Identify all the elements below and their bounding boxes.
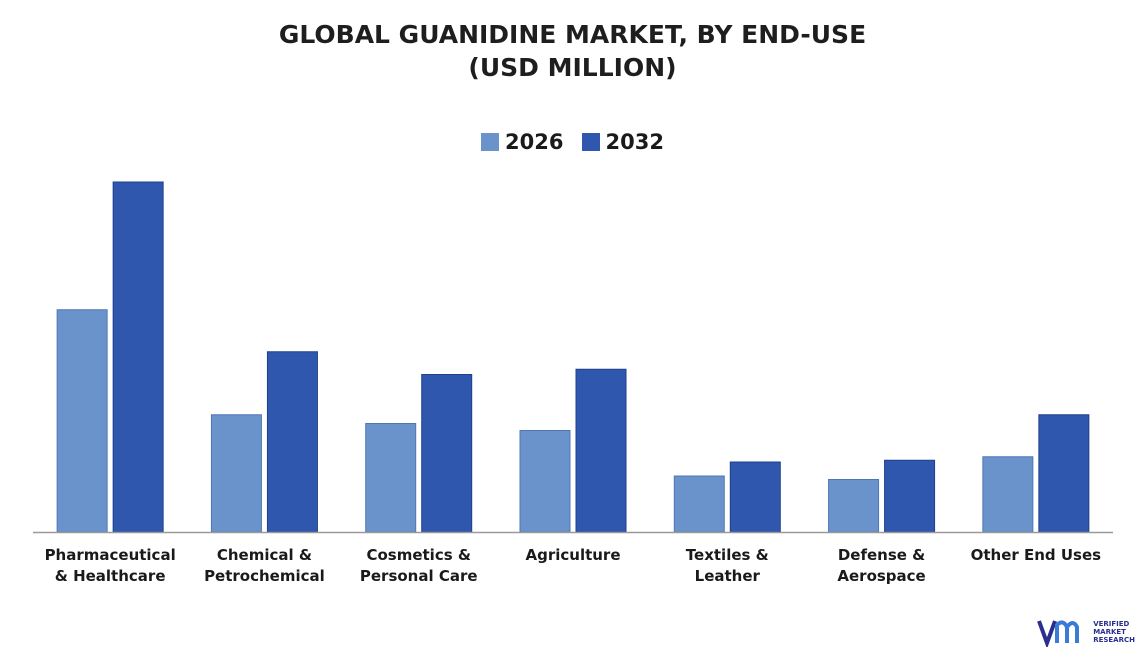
legend-swatch-2026 [481, 133, 500, 151]
chart-title-line2: (USD MILLION) [468, 53, 677, 82]
bar-2032-1 [266, 351, 318, 533]
x-tick-label-0-1: & Healthcare [55, 567, 166, 585]
legend-label-2026: 2026 [505, 130, 564, 154]
x-tick-label-2-0: Cosmetics & [366, 546, 470, 564]
bar-2032-0 [112, 181, 164, 533]
bar-2032-6 [1038, 414, 1090, 533]
vmr-logo: VERIFIED MARKET RESEARCH [1037, 617, 1135, 647]
bar-2026-3 [519, 430, 571, 533]
legend-label-2032: 2032 [605, 130, 664, 154]
bar-2032-3 [575, 368, 627, 533]
x-tick-label-3-0: Agriculture [525, 546, 620, 564]
x-tick-label-6-0: Other End Uses [971, 546, 1102, 564]
bar-2032-2 [421, 374, 473, 533]
x-tick-label-2-1: Personal Care [360, 567, 478, 585]
bar-2026-5 [828, 479, 880, 533]
vmr-logo-line3: RESEARCH [1093, 636, 1135, 644]
bar-2026-2 [365, 423, 417, 533]
legend-swatch-2032 [581, 133, 600, 151]
x-tick-label-5-0: Defense & [838, 546, 925, 564]
bar-2026-6 [982, 456, 1034, 533]
bar-2032-5 [884, 459, 936, 533]
legend-item-2032: 2032 [581, 130, 664, 154]
x-tick-label-1-1: Petrochemical [204, 567, 325, 585]
bar-2026-1 [210, 414, 262, 533]
x-tick-label-5-1: Aerospace [837, 567, 925, 585]
legend: 2026 2032 [0, 130, 1145, 154]
bar-2026-0 [56, 309, 108, 533]
x-tick-label-1-0: Chemical & [217, 546, 312, 564]
vmr-logo-line1: VERIFIED [1093, 620, 1130, 628]
x-tick-label-0-0: Pharmaceutical [45, 546, 176, 564]
chart-title-line1: GLOBAL GUANIDINE MARKET, BY END-USE [278, 20, 867, 49]
x-tick-label-4-1: Leather [695, 567, 761, 585]
vmr-logo-icon [1037, 620, 1080, 647]
x-tick-label-4-0: Textiles & [686, 546, 769, 564]
chart-title: GLOBAL GUANIDINE MARKET, BY END-USE (USD… [0, 18, 1145, 84]
legend-item-2026: 2026 [481, 130, 564, 154]
vmr-logo-text: VERIFIED MARKET RESEARCH [1093, 620, 1135, 644]
bar-2026-4 [673, 475, 725, 533]
vmr-logo-line2: MARKET [1093, 628, 1126, 636]
bar-2032-4 [729, 461, 781, 533]
